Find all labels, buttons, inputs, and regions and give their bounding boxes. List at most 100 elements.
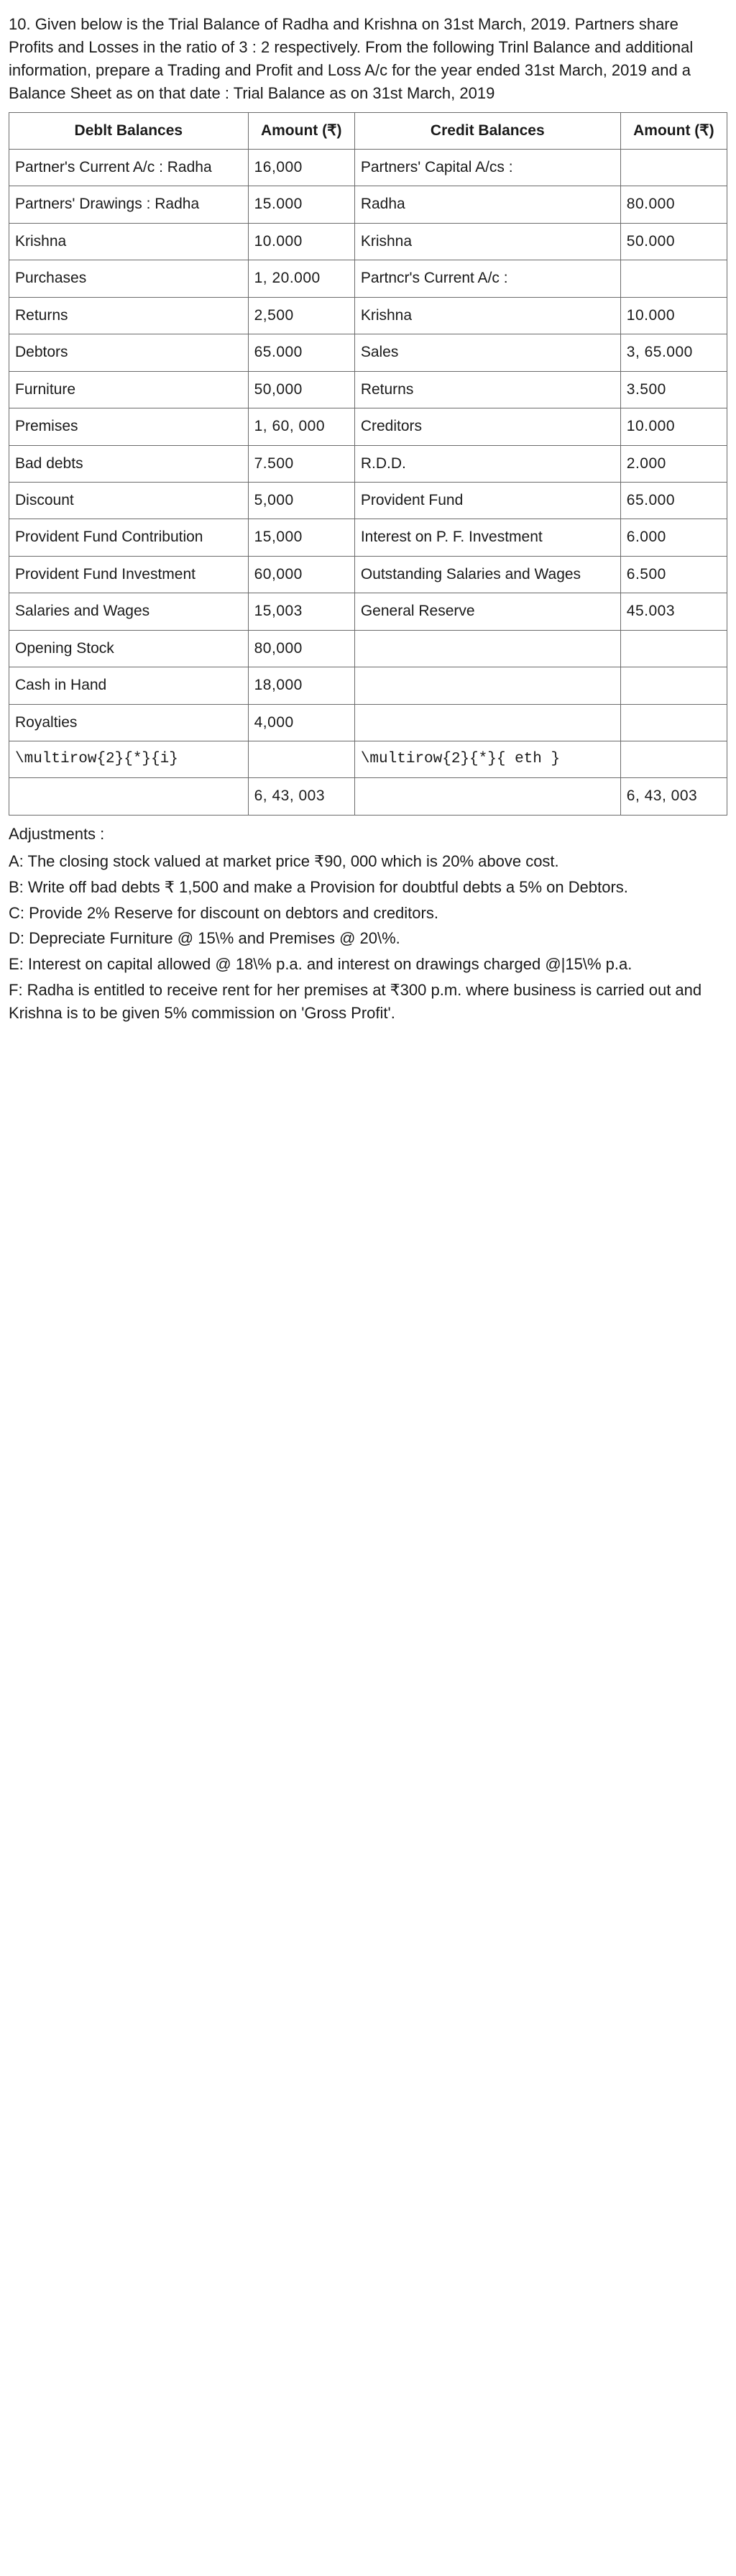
table-cell: 60,000: [248, 556, 354, 593]
table-cell: Krishna: [9, 223, 249, 260]
table-row: Royalties4,000: [9, 704, 727, 741]
table-cell: Returns: [9, 297, 249, 334]
table-cell: [248, 741, 354, 778]
table-cell: 10.000: [248, 223, 354, 260]
intro-text: 10. Given below is the Trial Balance of …: [9, 13, 727, 105]
table-cell: 10.000: [620, 297, 727, 334]
table-cell: [354, 704, 620, 741]
table-cell: [354, 778, 620, 815]
table-cell: Premises: [9, 408, 249, 445]
table-cell: [620, 741, 727, 778]
table-cell: Salaries and Wages: [9, 593, 249, 630]
table-cell: 80,000: [248, 630, 354, 667]
table-cell: 1, 20.000: [248, 260, 354, 297]
adjustment-line: C: Provide 2% Reserve for discount on de…: [9, 902, 727, 925]
table-cell: Partner's Current A/c : Radha: [9, 150, 249, 186]
table-row: \multirow{2}{*}{i} \multirow{2}{*}{ eth }: [9, 741, 727, 778]
table-row: Krishna10.000Krishna50.000: [9, 223, 727, 260]
table-cell: Radha: [354, 186, 620, 223]
table-cell: Royalties: [9, 704, 249, 741]
table-cell: General Reserve: [354, 593, 620, 630]
adjustment-line: A: The closing stock valued at market pr…: [9, 850, 727, 873]
table-cell: 1, 60, 000: [248, 408, 354, 445]
table-row: 6, 43, 003 6, 43, 003: [9, 778, 727, 815]
table-cell: Debtors: [9, 334, 249, 371]
table-cell: 15,003: [248, 593, 354, 630]
table-cell: 5,000: [248, 482, 354, 519]
table-row: Debtors65.000Sales3, 65.000: [9, 334, 727, 371]
col-header-amount-dr: Amount (₹): [248, 112, 354, 149]
table-cell: 3.500: [620, 371, 727, 408]
table-cell: 80.000: [620, 186, 727, 223]
table-cell: Krishna: [354, 297, 620, 334]
table-row: Cash in Hand18,000: [9, 667, 727, 704]
table-cell: Creditors: [354, 408, 620, 445]
table-cell: Discount: [9, 482, 249, 519]
table-cell: [620, 150, 727, 186]
table-cell: 10.000: [620, 408, 727, 445]
table-cell: 2.000: [620, 445, 727, 482]
table-cell: 6, 43, 003: [620, 778, 727, 815]
table-row: Bad debts7.500R.D.D.2.000: [9, 445, 727, 482]
table-cell: R.D.D.: [354, 445, 620, 482]
table-cell: 15.000: [248, 186, 354, 223]
table-cell: Provident Fund: [354, 482, 620, 519]
adjustment-line: E: Interest on capital allowed @ 18\% p.…: [9, 953, 727, 976]
table-cell: [9, 778, 249, 815]
table-row: Provident Fund Investment60,000Outstandi…: [9, 556, 727, 593]
table-cell: Krishna: [354, 223, 620, 260]
table-cell: 16,000: [248, 150, 354, 186]
table-cell: Sales: [354, 334, 620, 371]
table-cell: Opening Stock: [9, 630, 249, 667]
table-row: Discount5,000Provident Fund65.000: [9, 482, 727, 519]
table-row: Returns2,500Krishna10.000: [9, 297, 727, 334]
table-body: Partner's Current A/c : Radha16,000Partn…: [9, 150, 727, 816]
table-cell: Provident Fund Contribution: [9, 519, 249, 556]
table-cell: [620, 260, 727, 297]
adjustments-title: Adjustments :: [9, 823, 727, 846]
col-header-amount-cr: Amount (₹): [620, 112, 727, 149]
table-row: Purchases1, 20.000Partncr's Current A/c …: [9, 260, 727, 297]
table-row: Partners' Drawings : Radha15.000Radha80.…: [9, 186, 727, 223]
table-row: Partner's Current A/c : Radha16,000Partn…: [9, 150, 727, 186]
table-cell: 15,000: [248, 519, 354, 556]
table-row: Premises1, 60, 000Creditors10.000: [9, 408, 727, 445]
col-header-debit: Deblt Balances: [9, 112, 249, 149]
col-header-credit: Credit Balances: [354, 112, 620, 149]
table-cell: \multirow{2}{*}{ eth }: [354, 741, 620, 778]
table-cell: 7.500: [248, 445, 354, 482]
table-cell: 65.000: [248, 334, 354, 371]
table-cell: 18,000: [248, 667, 354, 704]
table-cell: 6.500: [620, 556, 727, 593]
table-cell: \multirow{2}{*}{i}: [9, 741, 249, 778]
table-cell: Provident Fund Investment: [9, 556, 249, 593]
adjustment-line: F: Radha is entitled to receive rent for…: [9, 979, 727, 1025]
table-cell: Cash in Hand: [9, 667, 249, 704]
table-cell: [620, 667, 727, 704]
table-row: Provident Fund Contribution15,000Interes…: [9, 519, 727, 556]
table-cell: 45.003: [620, 593, 727, 630]
table-cell: 50,000: [248, 371, 354, 408]
table-cell: [620, 704, 727, 741]
table-row: Furniture50,000Returns3.500: [9, 371, 727, 408]
table-cell: Bad debts: [9, 445, 249, 482]
table-cell: Purchases: [9, 260, 249, 297]
adjustments-list: A: The closing stock valued at market pr…: [9, 850, 727, 1025]
table-head-row: Deblt Balances Amount (₹) Credit Balance…: [9, 112, 727, 149]
table-cell: Furniture: [9, 371, 249, 408]
table-cell: Partncr's Current A/c :: [354, 260, 620, 297]
table-cell: [620, 630, 727, 667]
table-cell: Returns: [354, 371, 620, 408]
table-row: Opening Stock80,000: [9, 630, 727, 667]
table-cell: 65.000: [620, 482, 727, 519]
table-cell: Partners' Drawings : Radha: [9, 186, 249, 223]
adjustment-line: B: Write off bad debts ₹ 1,500 and make …: [9, 876, 727, 899]
table-cell: 2,500: [248, 297, 354, 334]
table-cell: [354, 630, 620, 667]
table-cell: 6.000: [620, 519, 727, 556]
table-cell: Partners' Capital A/cs :: [354, 150, 620, 186]
table-cell: 50.000: [620, 223, 727, 260]
table-cell: 6, 43, 003: [248, 778, 354, 815]
table-cell: 3, 65.000: [620, 334, 727, 371]
trial-balance-table: Deblt Balances Amount (₹) Credit Balance…: [9, 112, 727, 816]
